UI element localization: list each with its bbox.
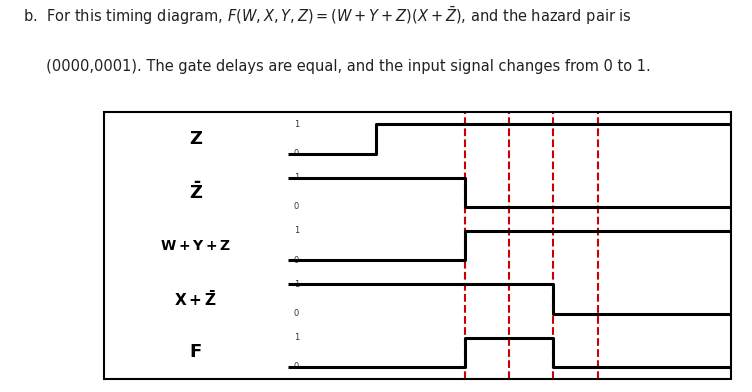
Text: 0: 0 <box>294 149 299 158</box>
Text: 1: 1 <box>294 227 299 236</box>
Text: 1: 1 <box>294 333 299 342</box>
Text: $\mathbf{Z}$: $\mathbf{Z}$ <box>189 130 203 148</box>
Text: $\mathbf{\bar{Z}}$: $\mathbf{\bar{Z}}$ <box>189 181 203 203</box>
Text: 0: 0 <box>294 309 299 318</box>
Text: b.  For this timing diagram, $F(W, X, Y, Z) = (W + Y + Z)(X + \bar{Z})$, and the: b. For this timing diagram, $F(W, X, Y, … <box>23 5 632 27</box>
Text: 0: 0 <box>294 362 299 371</box>
Text: $\mathbf{W+Y+Z}$: $\mathbf{W+Y+Z}$ <box>160 239 232 252</box>
Text: 1: 1 <box>294 120 299 129</box>
Text: 1: 1 <box>294 173 299 182</box>
Text: 0: 0 <box>294 203 299 212</box>
Text: $\mathbf{F}$: $\mathbf{F}$ <box>190 343 202 361</box>
Text: $\mathbf{X+\bar{Z}}$: $\mathbf{X+\bar{Z}}$ <box>174 289 217 309</box>
Text: 0: 0 <box>294 256 299 265</box>
Text: (0000,0001). The gate delays are equal, and the input signal changes from 0 to 1: (0000,0001). The gate delays are equal, … <box>23 59 650 74</box>
Text: 1: 1 <box>294 280 299 289</box>
